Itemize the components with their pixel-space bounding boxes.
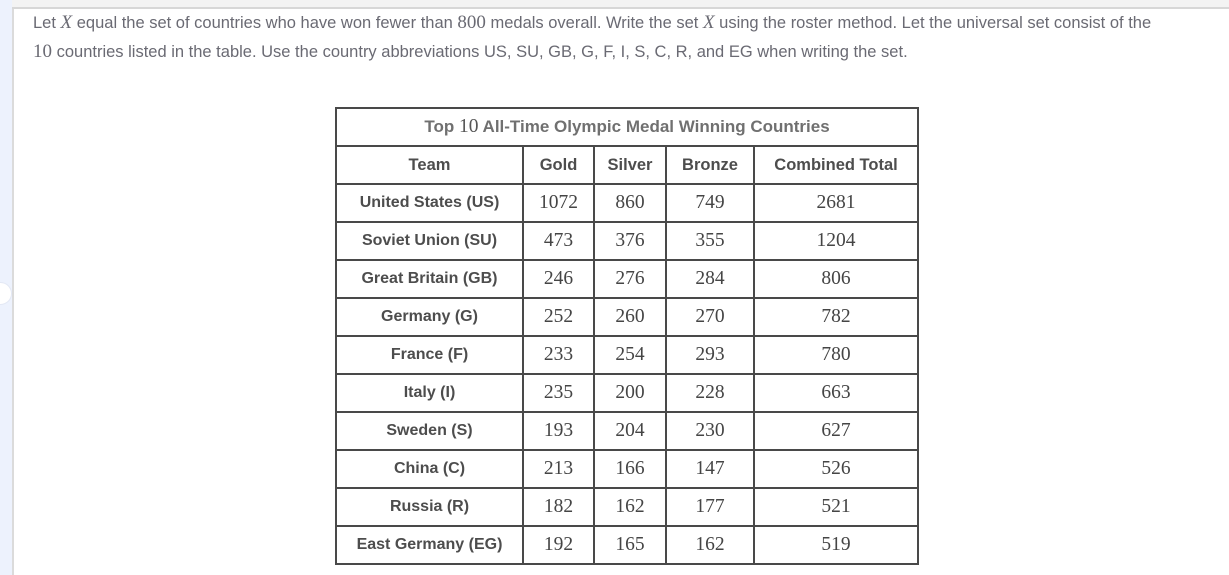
total-cell: 782 — [753, 297, 919, 337]
bronze-cell: 355 — [665, 221, 755, 261]
table-row: Sweden (S) 193 204 230 627 — [335, 411, 919, 451]
silver-cell: 162 — [593, 487, 667, 527]
gold-cell: 193 — [522, 411, 595, 451]
content-left-border — [12, 8, 14, 575]
team-cell: China (C) — [335, 449, 524, 489]
gold-cell: 235 — [522, 373, 595, 413]
question-text-segment: countries listed in the table. Use the c… — [56, 43, 908, 61]
gold-cell: 182 — [522, 487, 595, 527]
total-cell: 519 — [753, 525, 919, 565]
question-text-segment: 10 — [33, 41, 52, 62]
table-row: Soviet Union (SU) 473 376 355 1204 — [335, 221, 919, 261]
team-cell: United States (US) — [335, 183, 524, 223]
team-cell: Great Britain (GB) — [335, 259, 524, 299]
table-title: Top 10 All-Time Olympic Medal Winning Co… — [335, 107, 919, 147]
silver-cell: 260 — [593, 297, 667, 337]
table-row: Russia (R) 182 162 177 521 — [335, 487, 919, 527]
top-border-bar — [12, 0, 1229, 9]
total-cell: 1204 — [753, 221, 919, 261]
team-cell: Sweden (S) — [335, 411, 524, 451]
table-title-row: Top 10 All-Time Olympic Medal Winning Co… — [335, 107, 919, 147]
question-text-segment: Let — [33, 14, 61, 32]
question-text: Let X equal the set of countries who hav… — [33, 9, 1163, 67]
silver-cell: 276 — [593, 259, 667, 299]
gold-cell: 246 — [522, 259, 595, 299]
table-row: Italy (I) 235 200 228 663 — [335, 373, 919, 413]
question-text-segment: 800 — [457, 12, 486, 33]
table-row: United States (US) 1072 860 749 2681 — [335, 183, 919, 223]
team-cell: Soviet Union (SU) — [335, 221, 524, 261]
total-cell: 526 — [753, 449, 919, 489]
team-cell: France (F) — [335, 335, 524, 375]
column-header-bronze: Bronze — [665, 145, 755, 185]
gold-cell: 252 — [522, 297, 595, 337]
gold-cell: 213 — [522, 449, 595, 489]
bronze-cell: 230 — [665, 411, 755, 451]
silver-cell: 165 — [593, 525, 667, 565]
silver-cell: 200 — [593, 373, 667, 413]
bronze-cell: 749 — [665, 183, 755, 223]
table-title-segment: All-Time Olympic Medal Winning Countries — [482, 117, 830, 136]
total-cell: 780 — [753, 335, 919, 375]
silver-cell: 254 — [593, 335, 667, 375]
team-cell: Russia (R) — [335, 487, 524, 527]
medal-table: Top 10 All-Time Olympic Medal Winning Co… — [335, 107, 919, 565]
column-header-gold: Gold — [522, 145, 595, 185]
total-cell: 806 — [753, 259, 919, 299]
bronze-cell: 284 — [665, 259, 755, 299]
question-text-segment: X — [60, 12, 73, 33]
table-row: Great Britain (GB) 246 276 284 806 — [335, 259, 919, 299]
question-text-segment: X — [702, 12, 715, 33]
silver-cell: 204 — [593, 411, 667, 451]
gold-cell: 473 — [522, 221, 595, 261]
table-row: France (F) 233 254 293 780 — [335, 335, 919, 375]
table-header-row: Team Gold Silver Bronze Combined Total — [335, 145, 919, 185]
question-text-segment: equal the set of countries who have won … — [76, 14, 458, 32]
total-cell: 663 — [753, 373, 919, 413]
silver-cell: 860 — [593, 183, 667, 223]
bronze-cell: 270 — [665, 297, 755, 337]
question-text-segment: using the roster method. Let the univers… — [719, 14, 1152, 32]
gold-cell: 233 — [522, 335, 595, 375]
column-header-silver: Silver — [593, 145, 667, 185]
question-text-segment: medals overall. Write the set — [490, 14, 703, 32]
bronze-cell: 177 — [665, 487, 755, 527]
total-cell: 627 — [753, 411, 919, 451]
table-row: Germany (G) 252 260 270 782 — [335, 297, 919, 337]
gold-cell: 1072 — [522, 183, 595, 223]
bronze-cell: 162 — [665, 525, 755, 565]
team-cell: East Germany (EG) — [335, 525, 524, 565]
column-header-team: Team — [335, 145, 524, 185]
gold-cell: 192 — [522, 525, 595, 565]
team-cell: Italy (I) — [335, 373, 524, 413]
table-title-segment: 10 — [458, 116, 479, 137]
bronze-cell: 293 — [665, 335, 755, 375]
table-row: East Germany (EG) 192 165 162 519 — [335, 525, 919, 565]
column-header-combined-total: Combined Total — [753, 145, 919, 185]
total-cell: 521 — [753, 487, 919, 527]
table-row: China (C) 213 166 147 526 — [335, 449, 919, 489]
total-cell: 2681 — [753, 183, 919, 223]
silver-cell: 166 — [593, 449, 667, 489]
bronze-cell: 147 — [665, 449, 755, 489]
table-body: United States (US) 1072 860 749 2681 Sov… — [335, 183, 919, 565]
table-title-segment: Top — [424, 117, 459, 136]
silver-cell: 376 — [593, 221, 667, 261]
bronze-cell: 228 — [665, 373, 755, 413]
team-cell: Germany (G) — [335, 297, 524, 337]
